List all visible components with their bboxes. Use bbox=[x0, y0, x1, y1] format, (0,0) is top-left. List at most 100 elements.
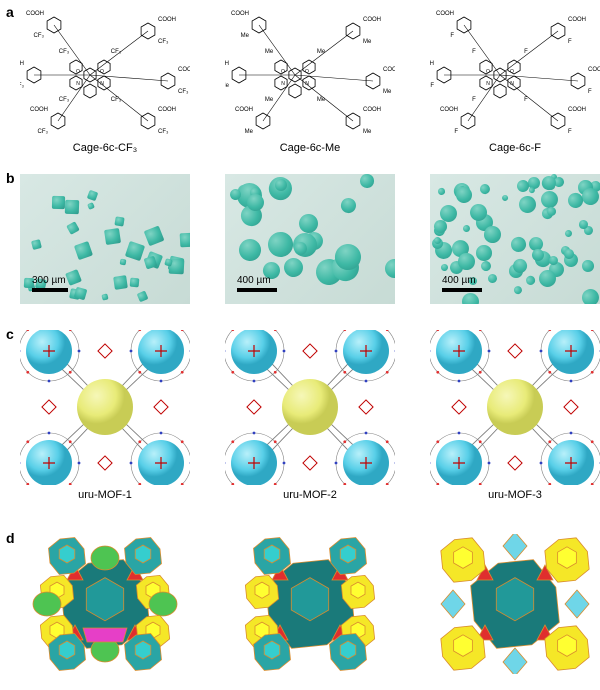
svg-text:Me: Me bbox=[317, 97, 326, 103]
svg-text:COOH: COOH bbox=[20, 61, 24, 67]
topo-cell-0 bbox=[20, 534, 190, 674]
svg-text:COOH: COOH bbox=[225, 61, 229, 67]
crystal bbox=[125, 241, 145, 261]
crystal bbox=[339, 196, 358, 215]
svg-text:F: F bbox=[472, 97, 476, 103]
mof-cell-0: uru-MOF-1 bbox=[20, 330, 190, 501]
crystal bbox=[564, 229, 573, 238]
chem-cell-1: COOHMeCOOHMeCOOHMeCOOHMeCOOHMeCOOHMeMeMe… bbox=[225, 8, 395, 154]
mof-structure-1 bbox=[225, 330, 395, 485]
svg-text:COOH: COOH bbox=[178, 67, 190, 73]
crystal bbox=[237, 238, 262, 263]
svg-text:CF₃: CF₃ bbox=[59, 97, 70, 103]
svg-text:Me: Me bbox=[363, 129, 372, 135]
chem-cell-2: COOHFCOOHFCOOHFCOOHFCOOHFCOOHFFFFFOONN C… bbox=[430, 8, 600, 154]
scalebar-label-0: 300 µm bbox=[32, 275, 66, 286]
svg-text:COOH: COOH bbox=[363, 17, 381, 23]
topo-cell-2 bbox=[430, 534, 600, 674]
crystal bbox=[457, 252, 475, 270]
crystal bbox=[144, 226, 164, 246]
svg-text:O: O bbox=[305, 69, 309, 75]
svg-text:F: F bbox=[588, 89, 592, 95]
crystal bbox=[479, 259, 492, 272]
svg-text:Me: Me bbox=[241, 33, 250, 39]
svg-text:F: F bbox=[454, 129, 458, 135]
micro-cell-1: 400 µm bbox=[225, 174, 395, 304]
crystal bbox=[538, 269, 557, 288]
crystal bbox=[104, 228, 121, 245]
svg-text:COOH: COOH bbox=[231, 11, 249, 17]
svg-text:Me: Me bbox=[265, 97, 274, 103]
micro-image-0: 300 µm bbox=[20, 174, 190, 304]
topo-render-0 bbox=[20, 534, 190, 674]
crystal bbox=[179, 233, 190, 248]
topo-render-2 bbox=[430, 534, 600, 674]
svg-text:COOH: COOH bbox=[158, 17, 176, 23]
svg-text:Me: Me bbox=[383, 89, 392, 95]
svg-text:Me: Me bbox=[363, 39, 372, 45]
crystal bbox=[31, 239, 42, 250]
svg-text:COOH: COOH bbox=[440, 107, 458, 113]
svg-text:O: O bbox=[281, 69, 285, 75]
crystal bbox=[488, 274, 497, 283]
crystal bbox=[86, 190, 98, 202]
svg-text:F: F bbox=[450, 33, 454, 39]
svg-text:CF₃: CF₃ bbox=[111, 49, 122, 55]
svg-text:N: N bbox=[100, 81, 104, 87]
crystal bbox=[119, 258, 126, 265]
panel-label-c: c bbox=[6, 326, 14, 342]
crystal bbox=[281, 256, 305, 280]
chem-caption-0: Cage-6c-CF₃ bbox=[20, 142, 190, 154]
crystal bbox=[546, 206, 556, 216]
svg-text:CF₃: CF₃ bbox=[178, 89, 189, 95]
mof-caption-1: uru-MOF-2 bbox=[225, 489, 395, 501]
crystal bbox=[65, 200, 79, 214]
svg-text:COOH: COOH bbox=[158, 107, 176, 113]
svg-text:F: F bbox=[524, 97, 528, 103]
chem-structure-0: COOHCF₃COOHCF₃COOHCF₃COOHCF₃COOHCF₃COOHC… bbox=[20, 8, 190, 138]
svg-text:F: F bbox=[472, 49, 476, 55]
crystal bbox=[483, 226, 501, 244]
svg-text:Me: Me bbox=[317, 49, 326, 55]
svg-text:Me: Me bbox=[245, 129, 254, 135]
crystal bbox=[463, 224, 472, 233]
svg-text:O: O bbox=[486, 69, 490, 75]
panel-label-a: a bbox=[6, 4, 14, 20]
crystal bbox=[113, 275, 128, 290]
topo-render-1 bbox=[225, 534, 395, 674]
crystal bbox=[266, 230, 296, 260]
svg-text:CF₃: CF₃ bbox=[34, 33, 45, 39]
crystal bbox=[102, 293, 110, 301]
chem-structure-1: COOHMeCOOHMeCOOHMeCOOHMeCOOHMeCOOHMeMeMe… bbox=[225, 8, 395, 138]
mof-cell-2: uru-MOF-3 bbox=[430, 330, 600, 501]
crystal bbox=[524, 275, 536, 287]
svg-text:COOH: COOH bbox=[363, 107, 381, 113]
crystal bbox=[440, 264, 448, 272]
svg-text:N: N bbox=[510, 81, 514, 87]
svg-text:CF₃: CF₃ bbox=[158, 39, 169, 45]
crystal bbox=[114, 216, 125, 227]
svg-text:F: F bbox=[430, 83, 434, 89]
chem-cell-0: COOHCF₃COOHCF₃COOHCF₃COOHCF₃COOHCF₃COOHC… bbox=[20, 8, 190, 154]
crystal bbox=[130, 277, 140, 287]
mof-structure-0 bbox=[20, 330, 190, 485]
svg-text:Me: Me bbox=[265, 49, 274, 55]
crystal bbox=[66, 221, 80, 235]
crystal bbox=[65, 269, 82, 286]
crystal bbox=[73, 287, 87, 301]
svg-text:COOH: COOH bbox=[235, 107, 253, 113]
svg-text:N: N bbox=[486, 81, 490, 87]
row-b: 300 µm 400 µm 400 µm bbox=[20, 174, 600, 304]
scalebar-0 bbox=[32, 288, 68, 292]
svg-text:N: N bbox=[305, 81, 309, 87]
svg-text:N: N bbox=[76, 81, 80, 87]
crystal bbox=[455, 186, 473, 204]
crystal bbox=[87, 202, 95, 210]
panel-label-d: d bbox=[6, 530, 15, 546]
crystal bbox=[581, 260, 594, 273]
crystal bbox=[513, 285, 524, 296]
crystal bbox=[438, 187, 446, 195]
micro-cell-0: 300 µm bbox=[20, 174, 190, 304]
row-c: uru-MOF-1 uru-MOF-2 uru-MOF-3 bbox=[20, 330, 600, 501]
crystal bbox=[52, 196, 66, 210]
